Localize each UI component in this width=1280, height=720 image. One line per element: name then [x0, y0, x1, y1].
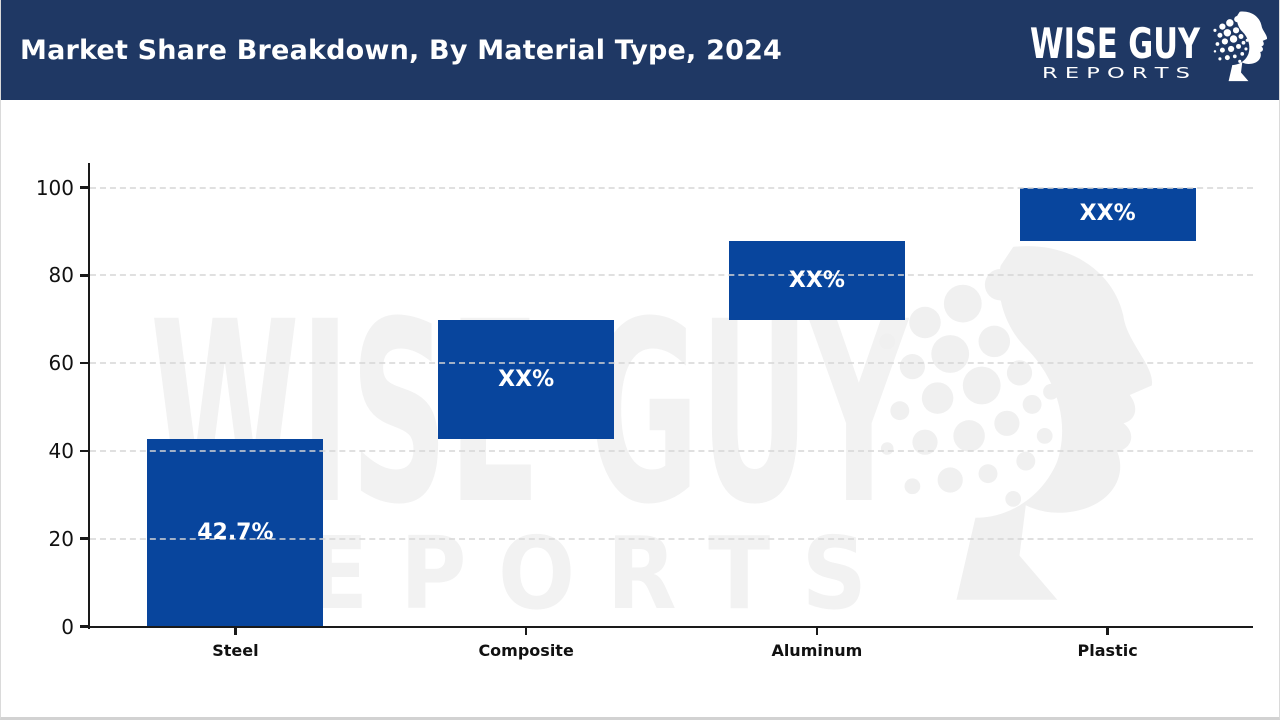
chart-canvas: WISE GUY R E P O R T S 0 20 40 60 80 100 42.7%…: [0, 100, 1280, 720]
category-label-composite: Composite: [478, 640, 574, 660]
y-tick-label-100: 100: [35, 175, 74, 200]
bar-plastic: [1019, 187, 1196, 242]
category-label-steel: Steel: [212, 640, 259, 660]
bar-label-aluminum: XX%: [788, 267, 845, 293]
gridline-60: [90, 362, 1253, 365]
logo-primary-text: WISE GUY: [1030, 19, 1200, 68]
category-label-aluminum: Aluminum: [771, 640, 863, 660]
category-label-plastic: Plastic: [1077, 640, 1138, 660]
x-axis: [87, 625, 1253, 628]
wiseguy-logo: WISE GUY R E P O R T S: [1030, 11, 1268, 82]
x-tickmark-steel: [234, 628, 237, 635]
y-tickmark-80: [80, 274, 88, 277]
bar-label-steel: 42.7%: [197, 519, 274, 545]
bar-steel: [147, 439, 324, 627]
y-tickmark-60: [80, 361, 88, 365]
y-tickmark-0: [80, 625, 88, 628]
bar-label-plastic: XX%: [1079, 201, 1136, 227]
bar-label-composite: XX%: [498, 366, 555, 392]
y-tickmark-100: [80, 186, 88, 189]
bar-composite: [438, 320, 615, 440]
y-tick-label-20: 20: [48, 526, 74, 551]
gridline-80: [90, 274, 1253, 277]
y-axis: [87, 163, 90, 629]
page-title: Market Share Breakdown, By Material Type…: [20, 34, 783, 66]
logo-secondary-text: R E P O R T S: [1042, 64, 1190, 82]
y-tickmark-20: [80, 537, 88, 540]
x-tickmark-composite: [524, 628, 528, 635]
y-tickmark-40: [80, 449, 88, 453]
x-tickmark-aluminum: [815, 628, 819, 635]
y-tick-label-60: 60: [48, 351, 74, 376]
x-tickmark-plastic: [1106, 628, 1109, 635]
gridline-40: [90, 449, 1253, 452]
gridline-20: [90, 537, 1253, 540]
gridline-100: [90, 186, 1253, 189]
y-tick-label-80: 80: [48, 263, 74, 288]
bar-aluminum: [728, 241, 905, 321]
y-tick-label-40: 40: [48, 438, 74, 463]
y-tick-label-0: 0: [61, 614, 74, 639]
report-header: Market Share Breakdown, By Material Type…: [0, 0, 1280, 100]
